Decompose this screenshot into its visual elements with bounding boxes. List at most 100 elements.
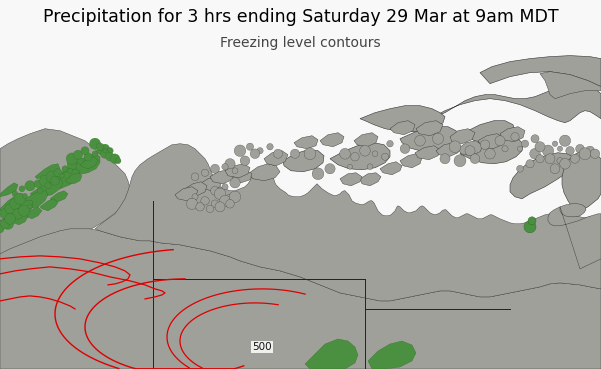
Circle shape (2, 218, 14, 230)
Polygon shape (95, 144, 601, 301)
Circle shape (570, 154, 579, 163)
Polygon shape (458, 141, 483, 156)
Circle shape (524, 221, 536, 233)
Circle shape (557, 146, 563, 151)
Polygon shape (0, 197, 18, 211)
Circle shape (76, 157, 84, 164)
Circle shape (230, 191, 240, 203)
Circle shape (579, 148, 591, 160)
Polygon shape (80, 157, 98, 169)
Circle shape (250, 149, 260, 159)
Polygon shape (0, 129, 130, 369)
Circle shape (557, 158, 563, 164)
Circle shape (232, 168, 238, 174)
Circle shape (34, 180, 42, 188)
Circle shape (67, 160, 77, 170)
Circle shape (8, 215, 16, 222)
Circle shape (215, 202, 225, 212)
Circle shape (211, 200, 219, 208)
Circle shape (201, 197, 209, 205)
Circle shape (210, 186, 219, 195)
Polygon shape (185, 182, 207, 196)
Circle shape (0, 225, 4, 233)
Circle shape (415, 135, 426, 146)
Circle shape (214, 188, 226, 200)
Circle shape (485, 148, 495, 159)
Circle shape (465, 146, 475, 156)
Circle shape (545, 154, 555, 164)
Circle shape (59, 173, 64, 178)
Circle shape (107, 148, 113, 154)
Circle shape (240, 156, 250, 166)
Circle shape (222, 184, 228, 190)
Polygon shape (368, 341, 416, 369)
Circle shape (19, 186, 25, 192)
Polygon shape (360, 173, 381, 186)
Circle shape (219, 195, 230, 206)
Polygon shape (416, 121, 443, 136)
Circle shape (529, 148, 540, 159)
Circle shape (521, 140, 529, 147)
Circle shape (106, 152, 114, 161)
Polygon shape (415, 146, 440, 160)
Polygon shape (468, 121, 515, 144)
Circle shape (517, 146, 523, 151)
Circle shape (382, 153, 388, 160)
Polygon shape (8, 201, 33, 217)
Polygon shape (305, 339, 358, 369)
Circle shape (226, 200, 234, 208)
Circle shape (5, 204, 15, 214)
Polygon shape (562, 151, 601, 214)
Polygon shape (264, 151, 288, 166)
Circle shape (273, 149, 282, 158)
Circle shape (25, 180, 35, 191)
Polygon shape (354, 133, 378, 147)
Circle shape (590, 149, 600, 158)
Polygon shape (0, 209, 24, 224)
Circle shape (37, 188, 43, 194)
Polygon shape (436, 143, 460, 157)
Polygon shape (225, 164, 250, 178)
Polygon shape (450, 129, 475, 144)
Circle shape (191, 173, 199, 180)
Circle shape (225, 194, 234, 203)
Circle shape (470, 154, 480, 163)
Circle shape (454, 155, 466, 167)
Polygon shape (230, 171, 252, 183)
Circle shape (13, 208, 23, 219)
Polygon shape (60, 154, 100, 176)
Circle shape (552, 141, 558, 146)
Polygon shape (35, 164, 60, 179)
Circle shape (257, 148, 263, 154)
Circle shape (440, 154, 450, 164)
Circle shape (97, 147, 103, 154)
Polygon shape (400, 154, 422, 168)
Circle shape (196, 203, 204, 211)
Circle shape (0, 219, 10, 228)
Circle shape (14, 193, 26, 204)
Circle shape (495, 136, 505, 146)
Circle shape (62, 166, 68, 172)
Polygon shape (540, 72, 601, 99)
Polygon shape (0, 183, 18, 197)
Circle shape (550, 164, 560, 174)
Text: Freezing level contours: Freezing level contours (220, 35, 381, 49)
Polygon shape (340, 173, 362, 186)
Circle shape (84, 153, 92, 161)
Circle shape (246, 143, 254, 150)
Circle shape (234, 145, 246, 156)
Polygon shape (50, 191, 68, 202)
Polygon shape (480, 56, 601, 87)
Circle shape (206, 205, 214, 213)
Circle shape (10, 199, 20, 209)
Circle shape (535, 142, 545, 152)
Circle shape (347, 164, 353, 169)
Circle shape (46, 171, 58, 183)
Polygon shape (478, 134, 504, 149)
Circle shape (351, 152, 359, 161)
Circle shape (210, 164, 219, 173)
Polygon shape (18, 191, 48, 209)
Circle shape (28, 205, 32, 209)
Circle shape (73, 150, 82, 159)
Polygon shape (12, 214, 28, 225)
